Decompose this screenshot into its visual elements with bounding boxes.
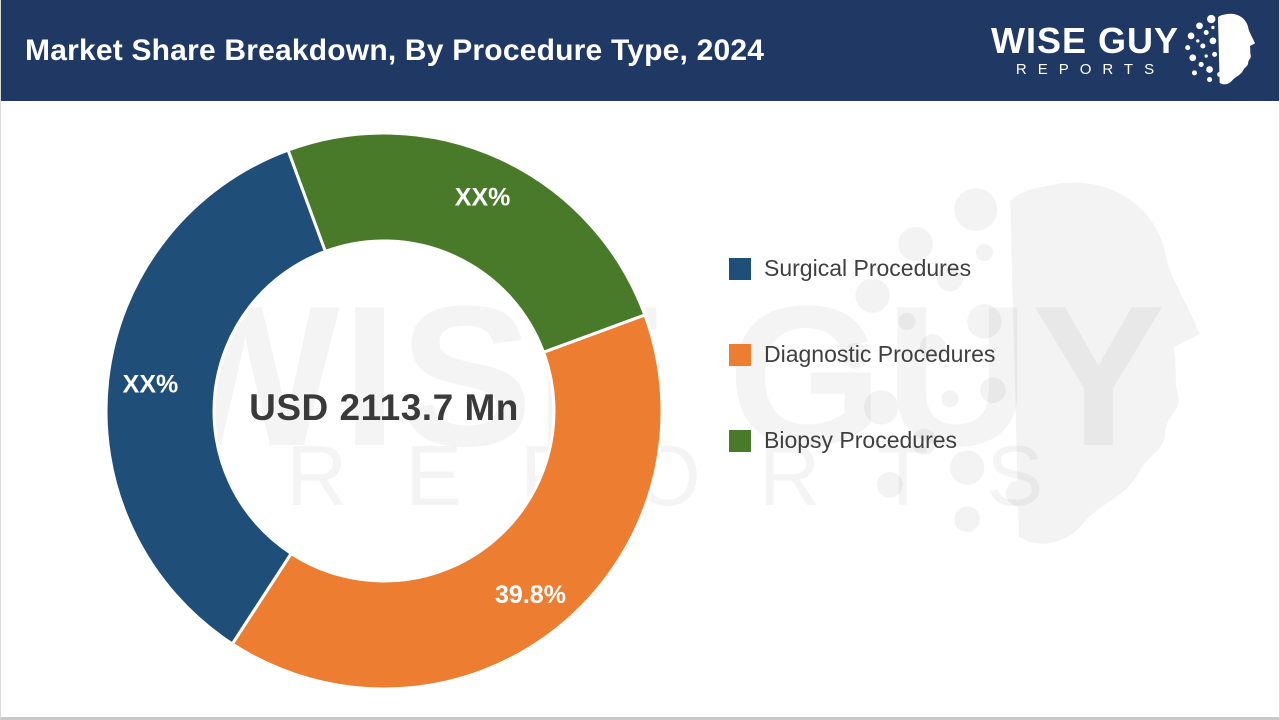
legend-label: Diagnostic Procedures [764, 341, 996, 367]
legend-swatch-icon [729, 343, 751, 366]
legend-label: Biopsy Procedures [764, 427, 958, 453]
legend-item-2: Biopsy Procedures [729, 427, 995, 454]
donut-segment-0 [286, 131, 647, 354]
legend-label: Surgical Procedures [764, 255, 972, 281]
legend-item-1: Diagnostic Procedures [729, 341, 995, 368]
page-title: Market Share Breakdown, By Procedure Typ… [25, 33, 765, 67]
brand-logo: WISE GUY REPORTS [991, 9, 1265, 93]
donut-segment-2 [104, 148, 327, 646]
chart-center-value: USD 2113.7 Mn [249, 387, 519, 428]
chart-legend: Surgical Procedures Diagnostic Procedures… [729, 255, 995, 454]
legend-item-0: Surgical Procedures [729, 255, 995, 282]
brand-subtitle: REPORTS [1015, 61, 1166, 78]
legend-swatch-icon [729, 257, 751, 280]
slice-label-1: 39.8% [495, 581, 566, 609]
brand-name: WISE GUY [990, 20, 1179, 61]
slice-label-0: XX% [455, 184, 511, 212]
donut-segment-1 [230, 313, 664, 691]
brand-logo-text: WISE GUY REPORTS [990, 20, 1179, 79]
legend-swatch-icon [729, 429, 751, 452]
slice-label-2: XX% [123, 371, 179, 399]
header: Market Share Breakdown, By Procedure Typ… [1, 0, 1279, 101]
